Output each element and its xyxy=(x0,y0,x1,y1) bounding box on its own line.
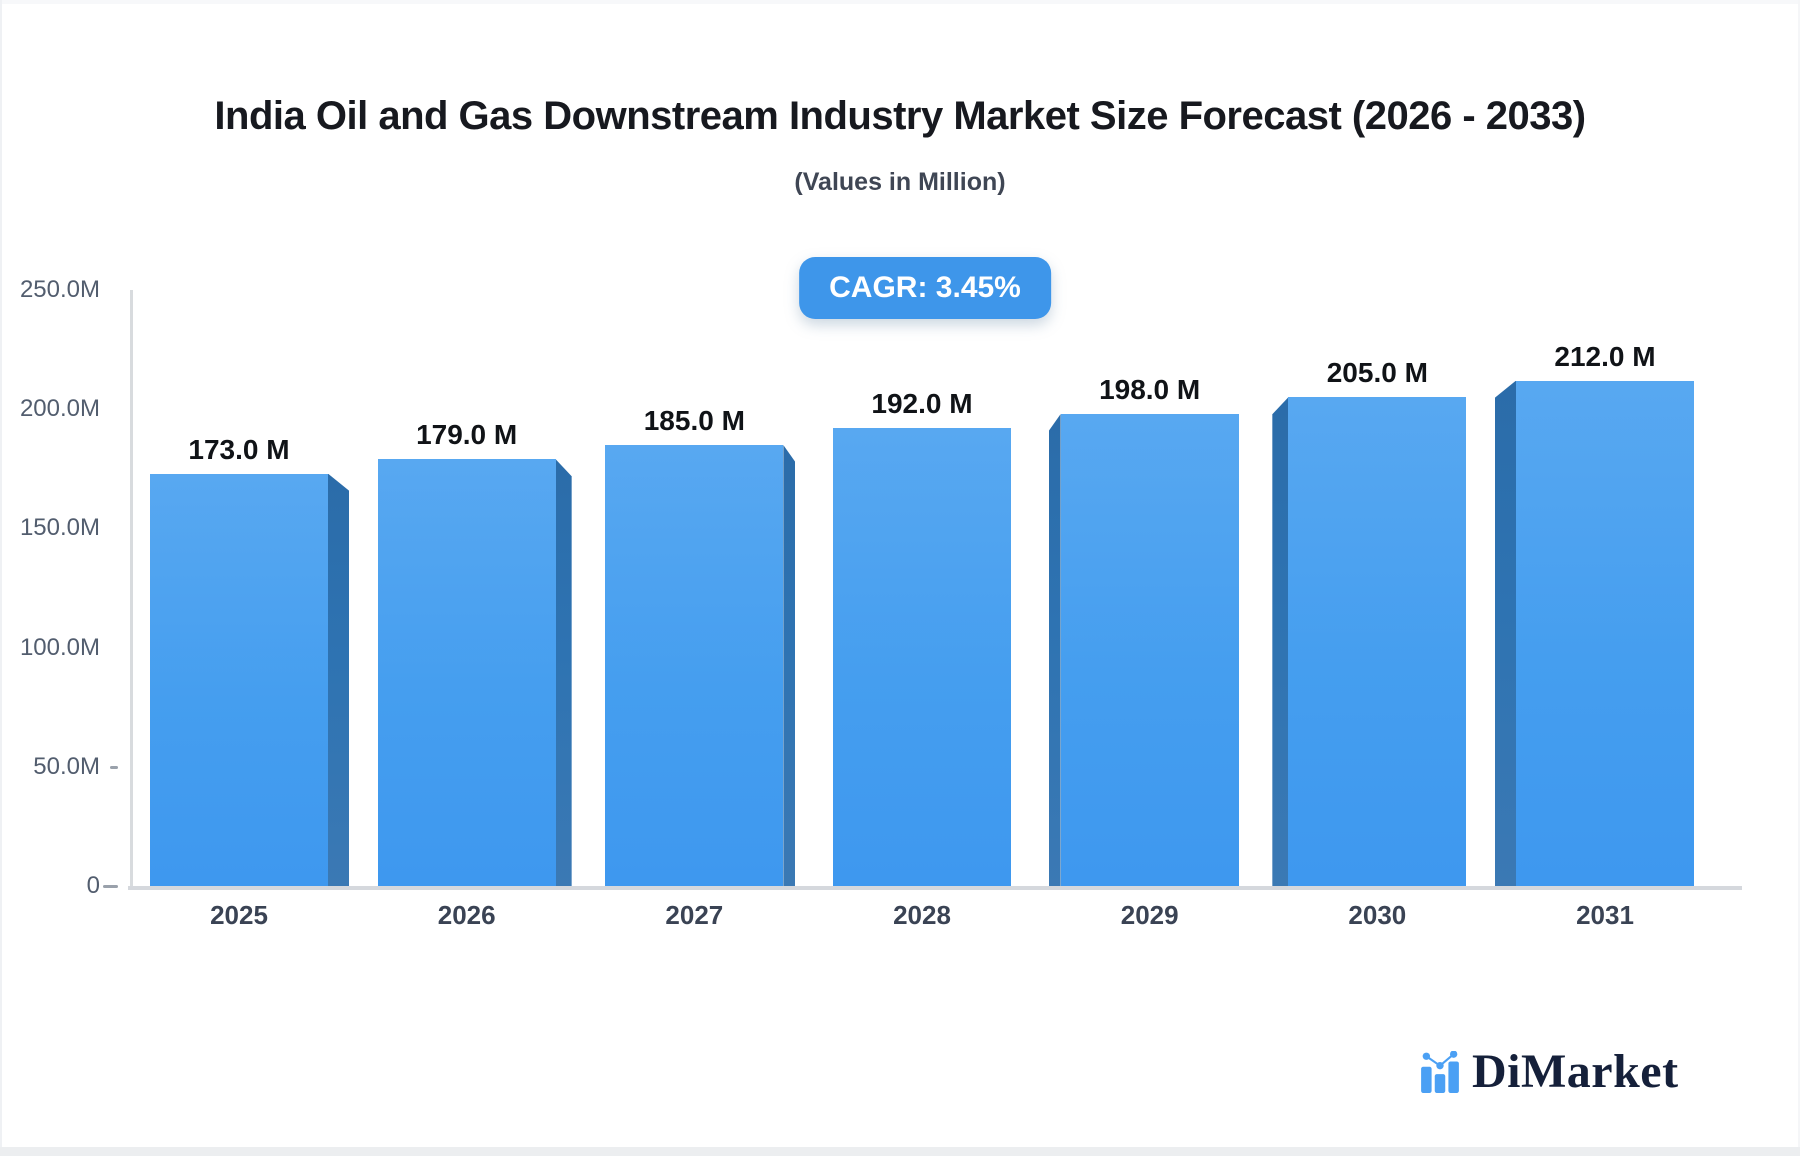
bar-front xyxy=(150,473,328,886)
bar-side xyxy=(328,473,349,886)
bar-side xyxy=(555,459,572,886)
bar-value-label: 198.0 M xyxy=(1099,373,1201,405)
bar-front xyxy=(377,459,556,886)
bar-value-label: 205.0 M xyxy=(1326,357,1428,389)
bar-front xyxy=(1060,413,1239,886)
x-tick-label: 2027 xyxy=(665,900,724,930)
x-axis-line xyxy=(128,886,1742,890)
x-tick-label: 2028 xyxy=(893,900,951,930)
bar-side xyxy=(783,444,796,886)
right-edge-border xyxy=(1798,0,1800,1156)
y-tick-label: 200.0M xyxy=(19,395,100,423)
bar-front xyxy=(605,444,784,886)
bar-value-label: 179.0 M xyxy=(416,419,518,451)
y-tick-label: 150.0M xyxy=(19,514,100,542)
y-axis-line xyxy=(130,290,133,890)
bottom-edge-border xyxy=(0,1147,1800,1156)
bar-value-label: 192.0 M xyxy=(871,388,973,420)
left-edge-border xyxy=(0,0,2,1156)
chart-title: India Oil and Gas Downstream Industry Ma… xyxy=(214,94,1586,138)
y-tick-label: 0 xyxy=(86,872,100,899)
bar-side xyxy=(1495,380,1516,886)
bar-value-label: 185.0 M xyxy=(643,404,745,436)
x-tick-label: 2030 xyxy=(1348,900,1407,930)
bar-chart-logo-icon xyxy=(1421,1050,1459,1093)
y-tick-label: 100.0M xyxy=(19,633,100,661)
chart-subtitle: (Values in Million) xyxy=(794,168,1006,196)
brand-logo: DiMarket xyxy=(1420,1044,1679,1099)
brand-name: DiMarket xyxy=(1472,1045,1679,1098)
y-tick-dash xyxy=(110,765,118,769)
x-tick-label: 2029 xyxy=(1120,900,1179,930)
x-tick-label: 2031 xyxy=(1576,900,1634,930)
bar-side xyxy=(1272,397,1289,886)
bar-side xyxy=(1048,413,1061,886)
y-tick-label: 50.0M xyxy=(33,752,100,780)
bar-front xyxy=(1516,380,1694,886)
bar-front xyxy=(1288,397,1467,886)
cagr-badge: CAGR: 3.45% xyxy=(799,257,1051,319)
bar-value-label: 173.0 M xyxy=(188,433,290,465)
bar-front xyxy=(833,428,1011,886)
x-tick-label: 2025 xyxy=(210,900,268,930)
bar-value-label: 212.0 M xyxy=(1554,340,1656,372)
x-tick-label: 2026 xyxy=(437,900,496,930)
y-tick-label: 250.0M xyxy=(19,276,100,303)
y-tick-dash xyxy=(103,885,118,888)
top-edge-border xyxy=(0,0,1800,4)
